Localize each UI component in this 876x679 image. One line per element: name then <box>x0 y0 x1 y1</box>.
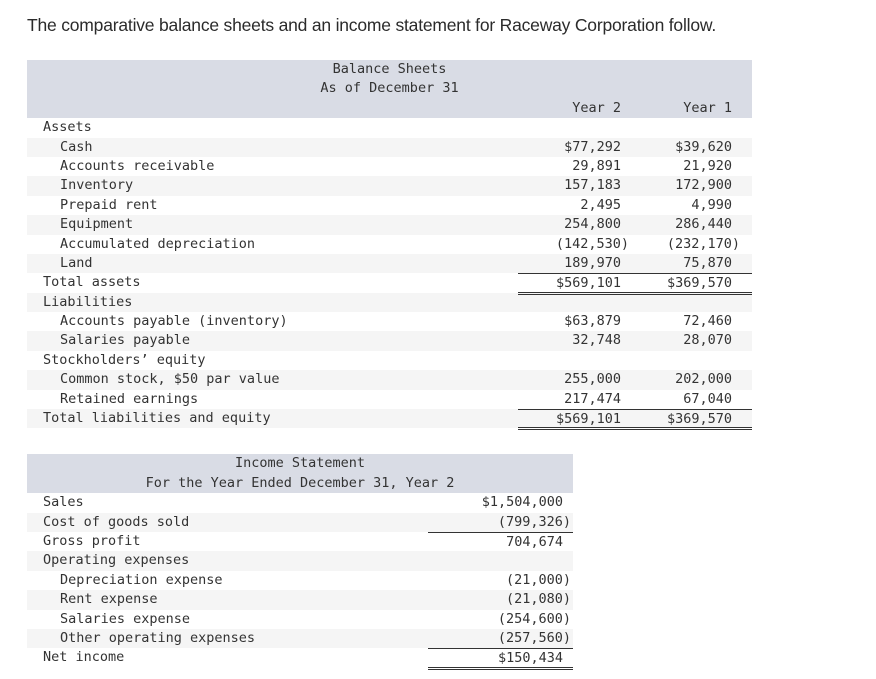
row-label: Prepaid rent <box>60 196 158 213</box>
amount-value: $150,434 <box>497 650 563 667</box>
row-label: Cash <box>60 138 93 155</box>
row-label: Retained earnings <box>60 390 199 407</box>
row-total-liabilities-and-equity: Total liabilities and equity $569,101 $3… <box>27 409 752 431</box>
balance-sheets-table: Balance Sheets As of December 31 Year 2 … <box>27 60 752 431</box>
row-stockholders-equity-section: Stockholders’ equity <box>27 351 752 370</box>
row-inventory: Inventory 157,183 172,900 <box>27 176 752 196</box>
year2-value: 189,970 <box>564 254 621 271</box>
year1-value: $369,570 <box>666 411 732 428</box>
row-rent-expense: Rent expense (21,080) <box>27 590 573 610</box>
row-label: Inventory <box>60 177 134 194</box>
row-cash: Cash $77,292 $39,620 <box>27 137 752 157</box>
intro-text: The comparative balance sheets and an in… <box>27 15 717 35</box>
amount-value: (254,600) <box>497 610 571 627</box>
row-salaries-expense: Salaries expense (254,600) <box>27 610 573 629</box>
row-accounts-payable: Accounts payable (inventory) $63,879 72,… <box>27 312 752 331</box>
year1-value: 172,900 <box>675 177 732 194</box>
year2-value: $569,101 <box>555 411 621 428</box>
balance-sheets-body: Assets Cash $77,292 $39,620 Accounts rec… <box>27 118 752 431</box>
income-statement-title: Income Statement <box>234 455 366 472</box>
row-label: Land <box>60 254 93 271</box>
row-label: Depreciation expense <box>60 571 223 588</box>
income-statement-table: Income Statement For the Year Ended Dece… <box>27 454 573 671</box>
row-label: Equipment <box>60 216 134 233</box>
row-retained-earnings: Retained earnings 217,474 67,040 <box>27 390 752 409</box>
row-accounts-receivable: Accounts receivable 29,891 21,920 <box>27 157 752 176</box>
row-label: Accumulated depreciation <box>60 235 256 252</box>
year2-value: $569,101 <box>555 275 621 292</box>
row-prepaid-rent: Prepaid rent 2,495 4,990 <box>27 196 752 215</box>
year1-value: 286,440 <box>675 216 732 233</box>
row-label: Accounts receivable <box>60 157 215 174</box>
amount-value: (799,326) <box>497 513 571 530</box>
row-label: Sales <box>43 494 84 511</box>
year1-value: $369,570 <box>666 275 732 292</box>
row-label: Salaries payable <box>60 332 191 349</box>
year2-value: $77,292 <box>564 138 621 155</box>
row-equipment: Equipment 254,800 286,440 <box>27 215 752 235</box>
year1-value: 28,070 <box>683 332 732 349</box>
balance-sheets-title: Balance Sheets <box>332 61 447 77</box>
row-liabilities-section: Liabilities <box>27 292 752 313</box>
year2-value: (142,530) <box>555 235 629 252</box>
column-header-year1: Year 1 <box>683 99 732 116</box>
year1-value: (232,170) <box>666 235 740 252</box>
year2-value: 32,748 <box>572 332 621 349</box>
year2-value: 29,891 <box>572 157 621 174</box>
section-label: Liabilities <box>43 293 133 310</box>
row-label: Total assets <box>43 274 141 291</box>
year1-value: 75,870 <box>683 254 732 271</box>
row-label: Total liabilities and equity <box>43 410 271 427</box>
column-header-year2: Year 2 <box>572 99 621 116</box>
year1-value: 4,990 <box>691 196 732 213</box>
balance-sheets-subtitle: As of December 31 <box>320 80 459 97</box>
section-label: Assets <box>43 119 92 136</box>
row-operating-expenses-section: Operating expenses <box>27 551 573 571</box>
year2-value: 217,474 <box>564 390 621 407</box>
row-label: Accounts payable (inventory) <box>60 313 288 330</box>
year2-value: 2,495 <box>580 196 621 213</box>
section-label: Stockholders’ equity <box>43 351 206 368</box>
row-label: Gross profit <box>43 532 141 549</box>
year2-value: 157,183 <box>564 177 621 194</box>
row-label: Cost of goods sold <box>43 513 190 530</box>
year1-value: 72,460 <box>683 313 732 330</box>
row-label: Salaries expense <box>60 610 191 627</box>
amount-value: (21,080) <box>505 591 571 608</box>
row-other-operating-expenses: Other operating expenses (257,560) <box>27 628 573 649</box>
year1-value: 202,000 <box>675 371 732 388</box>
row-gross-profit: Gross profit 704,674 <box>27 531 573 551</box>
row-depreciation-expense: Depreciation expense (21,000) <box>27 571 573 590</box>
income-statement-header: Income Statement For the Year Ended Dece… <box>27 454 573 494</box>
row-salaries-payable: Salaries payable 32,748 28,070 <box>27 331 752 351</box>
year2-value: $63,879 <box>564 313 621 330</box>
section-label: Operating expenses <box>43 552 190 569</box>
income-statement-body: Sales $1,504,000 Cost of goods sold (799… <box>27 493 573 671</box>
year1-value: $39,620 <box>675 138 732 155</box>
row-label: Net income <box>43 649 125 666</box>
row-total-assets: Total assets $569,101 $369,570 <box>27 273 752 296</box>
row-label: Other operating expenses <box>60 629 256 646</box>
amount-value: (21,000) <box>505 571 571 588</box>
amount-value: (257,560) <box>497 629 571 646</box>
year1-value: 67,040 <box>683 390 732 407</box>
amount-value: 704,674 <box>506 533 563 550</box>
amount-value: $1,504,000 <box>481 494 563 511</box>
balance-sheets-header: Balance Sheets As of December 31 Year 2 … <box>27 60 752 119</box>
row-sales: Sales $1,504,000 <box>27 493 573 512</box>
year1-value: 21,920 <box>683 157 732 174</box>
row-cost-of-goods-sold: Cost of goods sold (799,326) <box>27 512 573 532</box>
row-accumulated-depreciation: Accumulated depreciation (142,530) (232,… <box>27 235 752 254</box>
row-land: Land 189,970 75,870 <box>27 253 752 274</box>
row-label: Common stock, $50 par value <box>60 371 280 388</box>
row-net-income: Net income $150,434 <box>27 648 573 671</box>
income-statement-subtitle: For the Year Ended December 31, Year 2 <box>145 474 455 491</box>
year2-value: 254,800 <box>564 216 621 233</box>
year2-value: 255,000 <box>564 371 621 388</box>
row-common-stock: Common stock, $50 par value 255,000 202,… <box>27 370 752 390</box>
spacer <box>27 99 518 118</box>
row-assets-section: Assets <box>27 118 752 137</box>
row-label: Rent expense <box>60 591 158 608</box>
